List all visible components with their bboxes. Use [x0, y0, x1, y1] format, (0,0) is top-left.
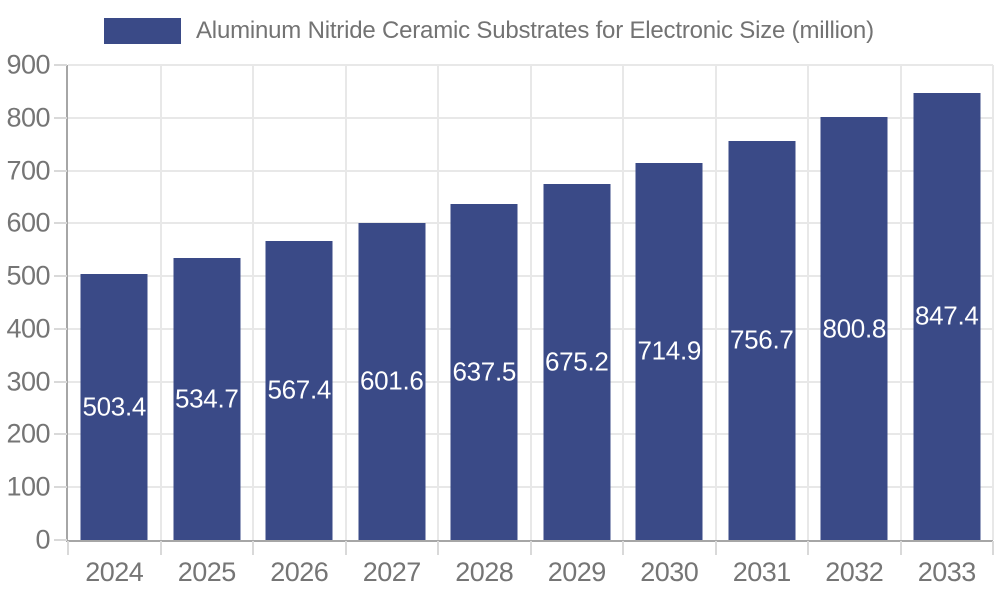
x-axis-tick — [529, 541, 532, 555]
vertical-gridline — [529, 65, 532, 540]
bar-value-label: 800.8 — [822, 313, 887, 344]
bar-band: 503.4 — [68, 65, 161, 540]
bar-value-label: 675.2 — [544, 346, 609, 377]
x-axis-tick-label: 2029 — [547, 557, 607, 587]
x-axis-tick — [67, 541, 69, 555]
vertical-gridline — [252, 65, 254, 540]
x-axis-tick-label: 2030 — [640, 557, 699, 587]
y-axis-tick-label: 600 — [6, 207, 50, 238]
vertical-gridline — [899, 65, 902, 540]
x-axis-tick — [714, 541, 717, 555]
bar[interactable]: 800.8 — [820, 117, 888, 540]
y-axis-tick — [54, 486, 67, 489]
vertical-gridline — [344, 65, 347, 540]
y-axis-tick — [54, 380, 67, 383]
y-axis-tick — [54, 64, 67, 66]
x-axis-tick-label: 2025 — [177, 557, 237, 587]
bar[interactable]: 756.7 — [728, 140, 796, 540]
bar-band: 637.5 — [438, 65, 531, 540]
y-axis-tick-label: 900 — [6, 49, 50, 80]
y-axis-tick-label: 200 — [6, 418, 50, 449]
legend-swatch — [104, 18, 181, 44]
legend-item[interactable]: Aluminum Nitride Ceramic Substrates for … — [104, 17, 874, 45]
vertical-gridline — [807, 65, 809, 540]
y-axis-tick-label: 400 — [6, 313, 50, 344]
bar-value-label: 847.4 — [914, 300, 979, 331]
x-axis-tick-labels: 2024 2025 2026 2027 2028 2029 2030 2031 2032 2033 — [68, 557, 993, 591]
bar-band: 601.6 — [346, 65, 439, 540]
y-axis-tick — [54, 116, 67, 119]
x-axis-tick — [807, 541, 809, 555]
bar-band: 567.4 — [253, 65, 346, 540]
x-axis-tick — [622, 541, 624, 555]
y-axis-tick — [54, 539, 67, 541]
y-axis-tick — [54, 169, 67, 172]
vertical-gridline — [437, 65, 439, 540]
bar-value-label: 503.4 — [82, 391, 147, 422]
x-axis-tick — [437, 541, 439, 555]
y-axis-tick-label: 300 — [6, 366, 50, 397]
y-axis-tick-labels: 0 100 200 300 400 500 600 700 800 900 — [0, 51, 50, 553]
bar-band: 714.9 — [623, 65, 716, 540]
bar[interactable]: 847.4 — [913, 92, 981, 540]
y-axis-tick — [54, 275, 67, 278]
y-axis-tick-label: 500 — [6, 260, 50, 291]
x-axis-tick-label: 2024 — [85, 557, 144, 587]
y-axis-tick-label: 0 — [35, 524, 50, 555]
vertical-gridline — [714, 65, 717, 540]
y-axis-tick-label: 700 — [6, 155, 50, 186]
x-axis-tick-label: 2033 — [917, 557, 977, 587]
vertical-gridline — [159, 65, 162, 540]
x-axis-tick-label: 2028 — [455, 557, 514, 587]
vertical-gridline — [992, 65, 994, 540]
bar[interactable]: 675.2 — [543, 183, 611, 540]
y-axis-tick — [54, 222, 67, 225]
y-axis-tick — [54, 433, 67, 436]
y-axis-tick-label: 100 — [6, 471, 50, 502]
bar[interactable]: 601.6 — [358, 222, 426, 540]
x-axis-tick-label: 2032 — [825, 557, 884, 587]
bar[interactable]: 567.4 — [265, 240, 333, 540]
y-axis-tick-label: 800 — [6, 102, 50, 133]
plot-area: 503.4 534.7 567.4 601.6 637.5 675.2 714.9 756.7… — [54, 64, 994, 555]
y-axis-tick — [54, 327, 67, 330]
x-axis-tick-label: 2027 — [362, 557, 422, 587]
bar[interactable]: 714.9 — [635, 162, 703, 540]
x-axis-tick — [344, 541, 347, 555]
x-axis-tick-label: 2026 — [270, 557, 329, 587]
bar-band: 756.7 — [716, 65, 809, 540]
bar[interactable]: 534.7 — [173, 257, 241, 540]
bar-value-label: 567.4 — [267, 374, 332, 405]
x-axis-tick — [992, 541, 994, 555]
x-axis-tick-label: 2031 — [732, 557, 792, 587]
x-axis-tick — [159, 541, 162, 555]
y-axis-line — [66, 65, 68, 542]
bar-value-label: 714.9 — [637, 335, 702, 366]
legend-label: Aluminum Nitride Ceramic Substrates for … — [196, 17, 874, 44]
bar-value-label: 756.7 — [729, 324, 794, 355]
bar-value-label: 534.7 — [174, 383, 239, 414]
bar-value-label: 637.5 — [452, 356, 517, 387]
bar-value-label: 601.6 — [359, 365, 424, 396]
x-axis-tick — [899, 541, 902, 555]
bar-band: 675.2 — [531, 65, 624, 540]
vertical-gridline — [622, 65, 624, 540]
bar-band: 847.4 — [901, 65, 994, 540]
bar[interactable]: 637.5 — [450, 203, 518, 540]
bar-band: 534.7 — [161, 65, 254, 540]
bar[interactable]: 503.4 — [80, 274, 148, 540]
x-axis-tick — [252, 541, 254, 555]
bar-band: 800.8 — [808, 65, 901, 540]
